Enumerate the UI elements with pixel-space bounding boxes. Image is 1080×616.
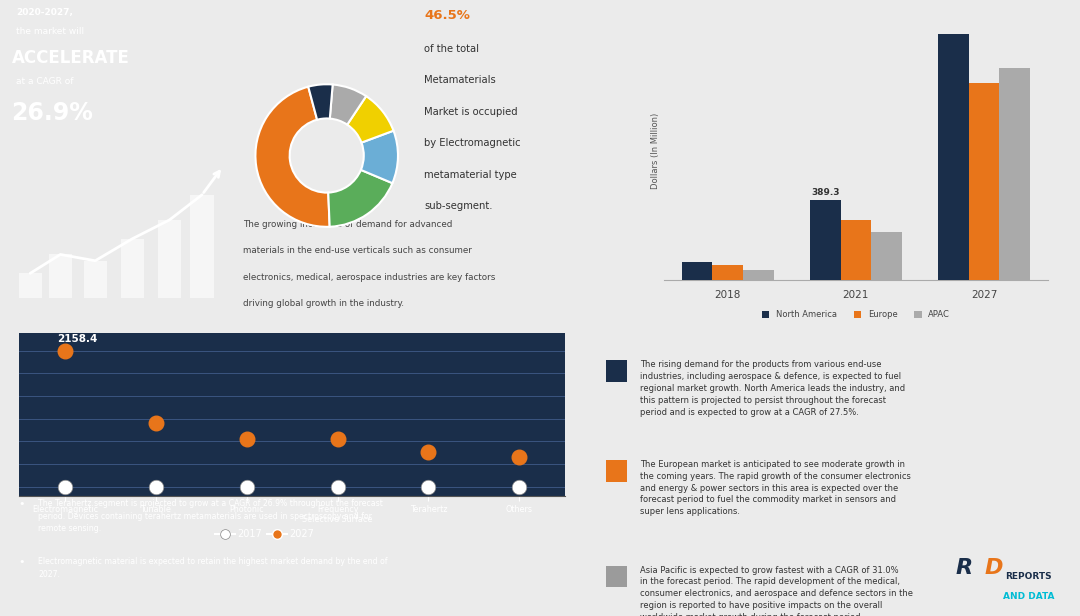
Text: Metamaterials: Metamaterials [424,75,496,86]
Text: metamaterial type: metamaterial type [424,169,516,180]
Text: Asia Pacific is expected to grow fastest with a CAGR of 31.0%
in the forecast pe: Asia Pacific is expected to grow fastest… [640,565,914,616]
Text: Electromagnetic material is expected to retain the highest market demand by the : Electromagnetic material is expected to … [39,557,388,579]
Text: 26.9%: 26.9% [12,100,94,124]
Point [420,482,437,492]
FancyBboxPatch shape [606,565,626,587]
Bar [713,265,743,280]
Bar [937,34,969,280]
Bar [810,200,840,280]
Text: D: D [984,558,1003,578]
Bar [158,220,181,298]
Point [238,434,255,444]
Point [147,482,164,492]
Text: by Electromagnetic: by Electromagnetic [424,138,521,148]
Text: of the total: of the total [424,44,478,54]
Bar [83,261,107,298]
Point [56,346,73,355]
Bar [872,232,902,280]
Point [147,418,164,428]
Text: the market will: the market will [16,26,84,36]
Text: ACCELERATE: ACCELERATE [12,49,130,67]
Text: at a CAGR of: at a CAGR of [16,77,73,86]
Text: driving global growth in the industry.: driving global growth in the industry. [243,299,404,308]
Text: R: R [956,558,972,578]
Point [420,447,437,456]
Bar [121,239,144,298]
Text: The European market is anticipated to see moderate growth in
the coming years. T: The European market is anticipated to se… [640,460,912,516]
Wedge shape [329,84,366,124]
Text: 389.3: 389.3 [811,188,839,197]
Point [329,434,347,444]
Text: 2020-2027,: 2020-2027, [16,8,73,17]
Point [238,482,255,492]
Bar [49,254,72,298]
Wedge shape [347,96,393,143]
Point [511,482,528,492]
Text: Market is occupied: Market is occupied [424,107,517,117]
Wedge shape [328,170,392,227]
Wedge shape [361,131,397,183]
Text: materials in the end-use verticals such as consumer: materials in the end-use verticals such … [243,246,472,255]
Text: 46.5%: 46.5% [424,9,470,22]
Text: sub-segment.: sub-segment. [424,201,492,211]
Text: The Terahertz segment is projected to grow at a CAGR of 26.9% throughout the for: The Terahertz segment is projected to gr… [39,500,383,533]
Bar [840,220,872,280]
Bar [681,262,713,280]
FancyBboxPatch shape [606,460,626,482]
Text: AND DATA: AND DATA [1003,593,1054,601]
Text: electronics, medical, aerospace industries are key factors: electronics, medical, aerospace industri… [243,273,496,282]
Bar [190,195,214,298]
Point [56,482,73,492]
Bar [743,270,774,280]
Bar [999,68,1030,280]
Text: 2158.4: 2158.4 [57,334,98,344]
Wedge shape [308,84,333,120]
Bar [18,274,42,298]
Legend: 2017, 2027: 2017, 2027 [212,525,319,543]
Text: REPORTS: REPORTS [1005,572,1052,581]
Legend: North America, Europe, APAC: North America, Europe, APAC [758,307,954,323]
Text: •: • [18,557,25,567]
Text: The rising demand for the products from various end-use
industries, including ae: The rising demand for the products from … [640,360,905,416]
Wedge shape [256,87,329,227]
Text: The growing incidence of demand for advanced: The growing incidence of demand for adva… [243,220,453,229]
Y-axis label: Dollars (In Million): Dollars (In Million) [651,113,660,189]
FancyBboxPatch shape [606,360,626,382]
Bar [969,83,999,280]
Point [329,482,347,492]
Text: •: • [18,500,25,509]
Point [511,452,528,462]
